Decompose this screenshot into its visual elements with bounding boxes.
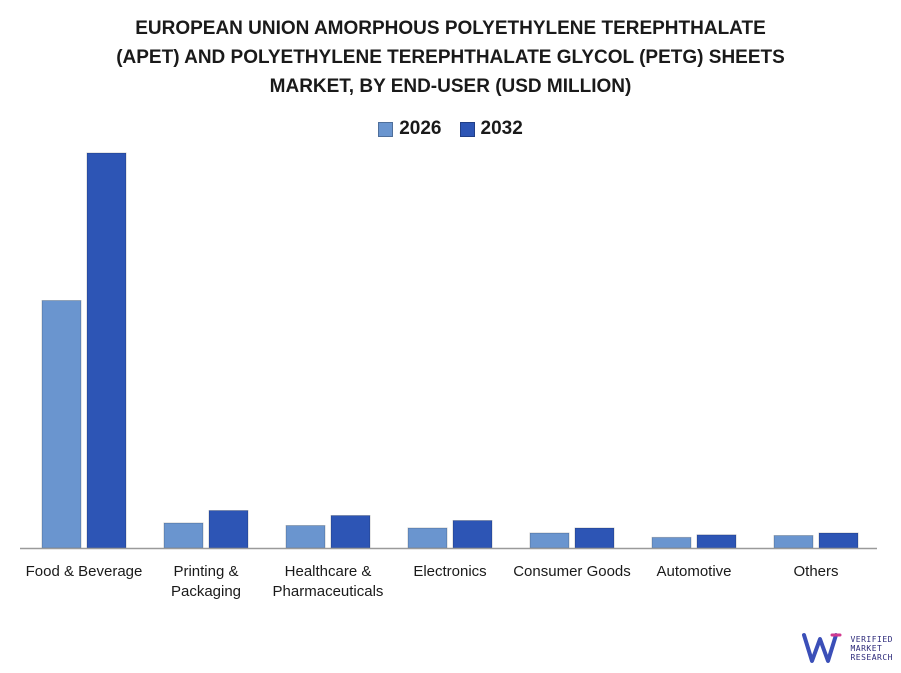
vmr-logo-icon: [802, 633, 842, 663]
brand-text: VERIFIED MARKET RESEARCH: [850, 635, 893, 662]
category-label-line: Packaging: [170, 583, 242, 600]
category-label-line: Electronics: [413, 563, 487, 580]
legend-item-2032: 2032: [459, 118, 523, 140]
bar-2026-0: [41, 300, 82, 549]
category-label: Automotive: [629, 562, 759, 582]
bar-2026-4: [529, 532, 570, 549]
category-label-line: Others: [793, 563, 839, 580]
category-label-line: Consumer Goods: [513, 563, 631, 580]
bar-2032-4: [574, 527, 615, 549]
category-label: Electronics: [385, 562, 515, 582]
bar-2032-0: [86, 152, 127, 549]
category-label-line: Printing &: [173, 563, 239, 580]
legend-swatch-2026: [378, 121, 394, 137]
chart-title: EUROPEAN UNION AMORPHOUS POLYETHYLENE TE…: [0, 14, 901, 101]
bar-2032-3: [452, 520, 493, 549]
chart-title-line: EUROPEAN UNION AMORPHOUS POLYETHYLENE TE…: [135, 18, 766, 39]
chart-title-line: (APET) AND POLYETHYLENE TEREPHTHALATE GL…: [116, 47, 785, 68]
legend-label-2032: 2032: [480, 118, 523, 139]
bar-2032-1: [208, 510, 249, 549]
bar-2026-5: [651, 536, 692, 549]
bar-2032-2: [330, 515, 371, 549]
legend-label-2026: 2026: [399, 118, 442, 139]
category-label-line: Pharmaceuticals: [272, 583, 384, 600]
bar-2032-6: [818, 532, 859, 549]
category-label: Others: [751, 562, 881, 582]
bar-2032-5: [696, 534, 737, 549]
brand-logo: VERIFIED MARKET RESEARCH: [802, 631, 893, 665]
category-label: Food & Beverage: [19, 562, 149, 582]
category-label: Healthcare & Pharmaceuticals: [263, 562, 393, 602]
bar-2026-3: [407, 527, 448, 549]
bar-2026-6: [773, 535, 814, 549]
legend: 2026 2032: [0, 118, 901, 140]
chart-title-line: MARKET, BY END-USER (USD MILLION): [269, 76, 632, 97]
category-label: Consumer Goods: [507, 562, 637, 582]
brand-line: RESEARCH: [850, 652, 893, 662]
brand-line: MARKET: [850, 643, 883, 653]
bar-2026-2: [285, 525, 326, 549]
category-label-line: Automotive: [656, 563, 732, 580]
category-label: Printing & Packaging: [141, 562, 271, 602]
legend-item-2026: 2026: [378, 118, 442, 140]
bar-2026-1: [163, 522, 204, 549]
category-label-line: Food & Beverage: [25, 563, 143, 580]
legend-swatch-2032: [459, 121, 475, 137]
brand-line: VERIFIED: [850, 634, 893, 644]
category-label-line: Healthcare &: [284, 563, 372, 580]
